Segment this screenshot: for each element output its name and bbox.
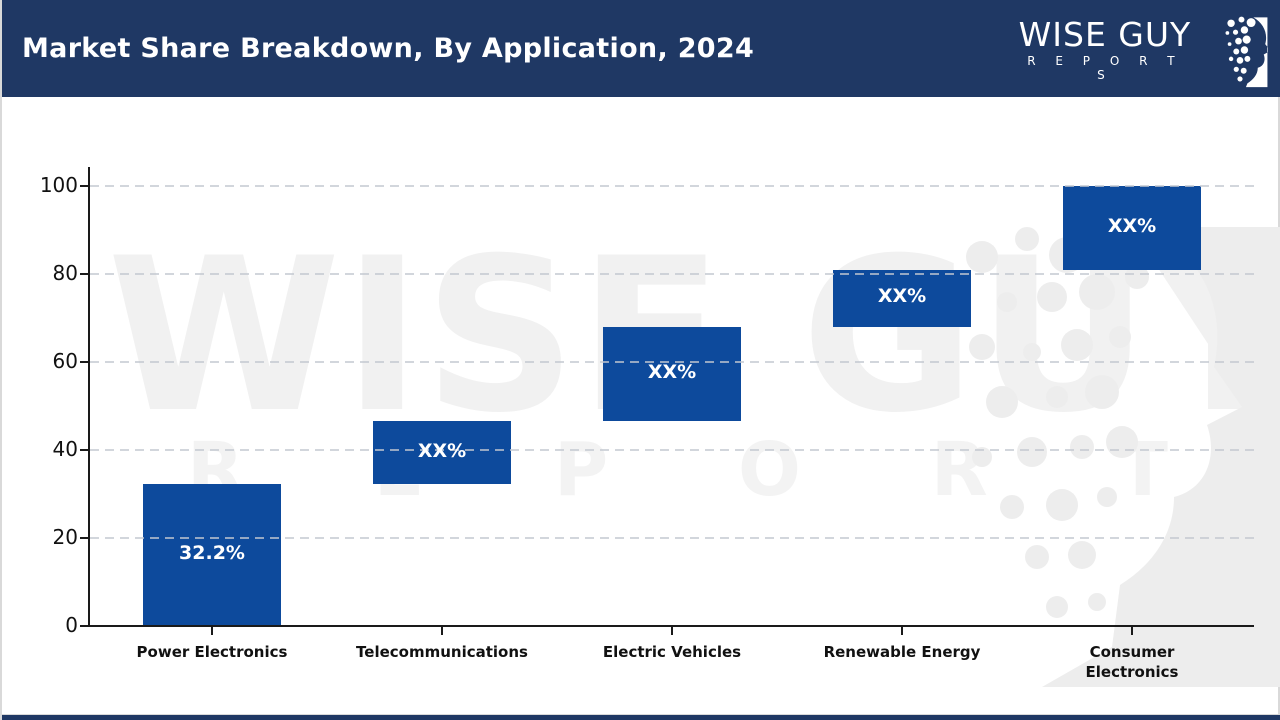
bar: [373, 421, 511, 485]
x-category-label: Power Electronics: [136, 643, 288, 661]
bar-label: XX%: [417, 439, 467, 462]
bar-label: XX%: [1107, 214, 1157, 237]
bar: [143, 484, 281, 626]
gridline: [90, 537, 1254, 539]
x-category-label: Telecommunications: [356, 643, 528, 661]
logo-text: WISE GUY R E P O R T S: [1018, 15, 1192, 83]
x-category-label: Electric Vehicles: [602, 643, 742, 661]
x-category-label: Renewable Energy: [823, 643, 981, 661]
gridline: [90, 361, 1254, 363]
footer-bar: [2, 715, 1280, 720]
bar: [1063, 186, 1201, 270]
gridline: [90, 273, 1254, 275]
y-tick-label: 0: [65, 613, 78, 637]
y-tick: [80, 361, 88, 363]
bar: [603, 326, 741, 422]
bar: [833, 269, 971, 327]
y-tick: [80, 273, 88, 275]
gridline: [90, 449, 1254, 451]
x-tick: [441, 627, 443, 635]
x-axis-line: [88, 625, 1254, 627]
y-tick-label: 60: [52, 349, 78, 373]
x-category-label: Consumer Electronics: [1085, 643, 1179, 681]
y-tick-label: 80: [52, 261, 78, 285]
y-tick-label: 40: [52, 437, 78, 461]
chart-title: Market Share Breakdown, By Application, …: [22, 33, 755, 64]
x-tick: [211, 627, 213, 635]
logo-head-icon: [1225, 16, 1268, 88]
bar-label: XX%: [647, 361, 697, 384]
gridline: [90, 185, 1254, 187]
logo-subtitle: R E P O R T S: [1027, 54, 1183, 82]
logo-wordmark: WISE GUY: [1018, 15, 1192, 54]
y-tick-label: 20: [52, 525, 78, 549]
y-tick: [80, 625, 88, 627]
y-tick: [80, 449, 88, 451]
bottom-divider: [2, 714, 1280, 715]
wise-guy-logo: WISE GUY R E P O R T S: [1018, 8, 1268, 92]
x-tick: [901, 627, 903, 635]
bar-label: XX%: [877, 285, 927, 308]
header-bar: Market Share Breakdown, By Application, …: [2, 0, 1280, 97]
y-tick: [80, 537, 88, 539]
y-tick-label: 100: [39, 173, 78, 197]
bar-label: 32.2%: [179, 542, 245, 565]
y-axis-line: [88, 167, 90, 627]
y-tick: [80, 185, 88, 187]
x-tick: [1131, 627, 1133, 635]
x-tick: [671, 627, 673, 635]
